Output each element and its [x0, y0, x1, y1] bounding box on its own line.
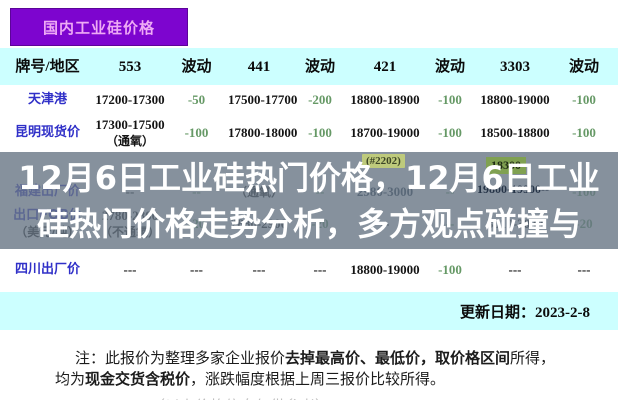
change-cell: ---	[577, 262, 591, 277]
col-header-441: 441	[247, 58, 271, 75]
footnote-text: 注：此报价为整理多家企业报价	[75, 351, 286, 367]
col-header-region: 牌号/地区	[15, 58, 80, 75]
watermark-headline: 12月6日工业硅热门价格，12月6日工业 硅热门价格走势分析，多方观点碰撞与	[0, 152, 618, 249]
table-row-tianjin: 天津港 17200-17300 -50 17500-17700 -200 188…	[0, 86, 618, 114]
footnote-text: 均为	[55, 372, 86, 388]
footnote-text: 所得，	[510, 351, 556, 367]
table-header-row: 牌号/地区 553 波动 441 波动 421 波动 3303 波动	[0, 48, 618, 85]
highlighted-price-value: 18300	[486, 157, 526, 174]
price-qualifier: （通氧）	[105, 134, 154, 148]
price-cell: 18500-18800	[480, 125, 550, 140]
change-cell: -100	[308, 125, 332, 140]
col-header-421: 421	[373, 58, 397, 75]
price-cell: 17500-17700	[228, 92, 298, 107]
price-cell: ---	[508, 262, 522, 277]
change-cell: -200	[308, 92, 332, 107]
table-row-kunming: 昆明现货价 17300-17500 （通氧） -100 17800-18000 …	[0, 114, 618, 152]
change-cell: -100	[438, 92, 462, 107]
price-value: 17300-17500	[95, 117, 165, 132]
col-header-3303: 3303	[500, 58, 530, 75]
col-header-change3: 波动	[434, 58, 465, 75]
partial-price-range: 19800-19900--	[477, 182, 549, 196]
change-cell: -100	[184, 125, 209, 140]
price-cell: 17300-17500 （通氧）	[95, 117, 165, 149]
price-cell: 17200-17300	[95, 92, 165, 107]
price-cell: 18800-18900	[350, 92, 420, 107]
footnote-line1: 注：此报价为整理多家企业报价去掉最高价、最低价，取价格区间所得，	[0, 349, 618, 370]
footnote-text-bold: 去掉最高价、最低价，取价格区间	[285, 351, 511, 367]
update-date-strip: 更新日期：2023-2-8	[0, 292, 618, 330]
footnote-text-bold: 现金交货含税价	[85, 372, 191, 388]
footnote-text: ，涨跌幅度根据上周三报价比较所得。	[190, 372, 446, 388]
footnote-line2: 均为现金交货含税价，涨跌幅度根据上周三报价比较所得。	[0, 370, 618, 391]
change-cell: ---	[313, 262, 327, 277]
watermark-headline-line2: 硅热门价格走势分析，多方观点碰撞与	[36, 204, 581, 243]
update-date: 更新日期：2023-2-8	[460, 304, 590, 321]
price-cell: ---	[123, 262, 137, 277]
change-cell: -100	[572, 125, 596, 140]
table-title: 国内工业硅价格	[42, 18, 155, 37]
row-label: 昆明现货价	[14, 125, 80, 140]
change-cell: -100	[438, 262, 462, 277]
change-cell: -50	[187, 92, 206, 107]
col-header-change2: 波动	[304, 58, 335, 75]
footnote: 注：此报价为整理多家企业报价去掉最高价、最低价，取价格区间所得， 均为现金交货含…	[0, 349, 618, 391]
col-header-change4: 波动	[568, 58, 599, 75]
price-cell: ---	[252, 262, 266, 277]
change-cell: -100	[572, 92, 596, 107]
contract-note-highlight: (#2202)	[362, 154, 405, 168]
col-header-553: 553	[118, 58, 142, 75]
price-cell: 18800-19000	[480, 92, 550, 107]
change-cell: -100	[438, 125, 462, 140]
price-cell: 18800-19000	[350, 262, 420, 277]
table-title-badge: 国内工业硅价格	[10, 8, 188, 46]
cutoff-text-partial: （以上价格信息仅供参考）	[150, 395, 490, 400]
row-label: 天津港	[27, 92, 67, 107]
table-row-sichuan: 四川出厂价 --- --- --- --- 18800-19000 -100 -…	[0, 256, 618, 284]
price-cell: 18700-19000	[350, 125, 420, 140]
row-label: 四川出厂价	[14, 262, 80, 277]
change-cell: ---	[190, 262, 203, 277]
col-header-change1: 波动	[181, 58, 212, 75]
watermark-headline-line1: 12月6日工业硅热门价格，12月6日工业	[18, 158, 600, 197]
price-cell: 17800-18000	[228, 125, 298, 140]
